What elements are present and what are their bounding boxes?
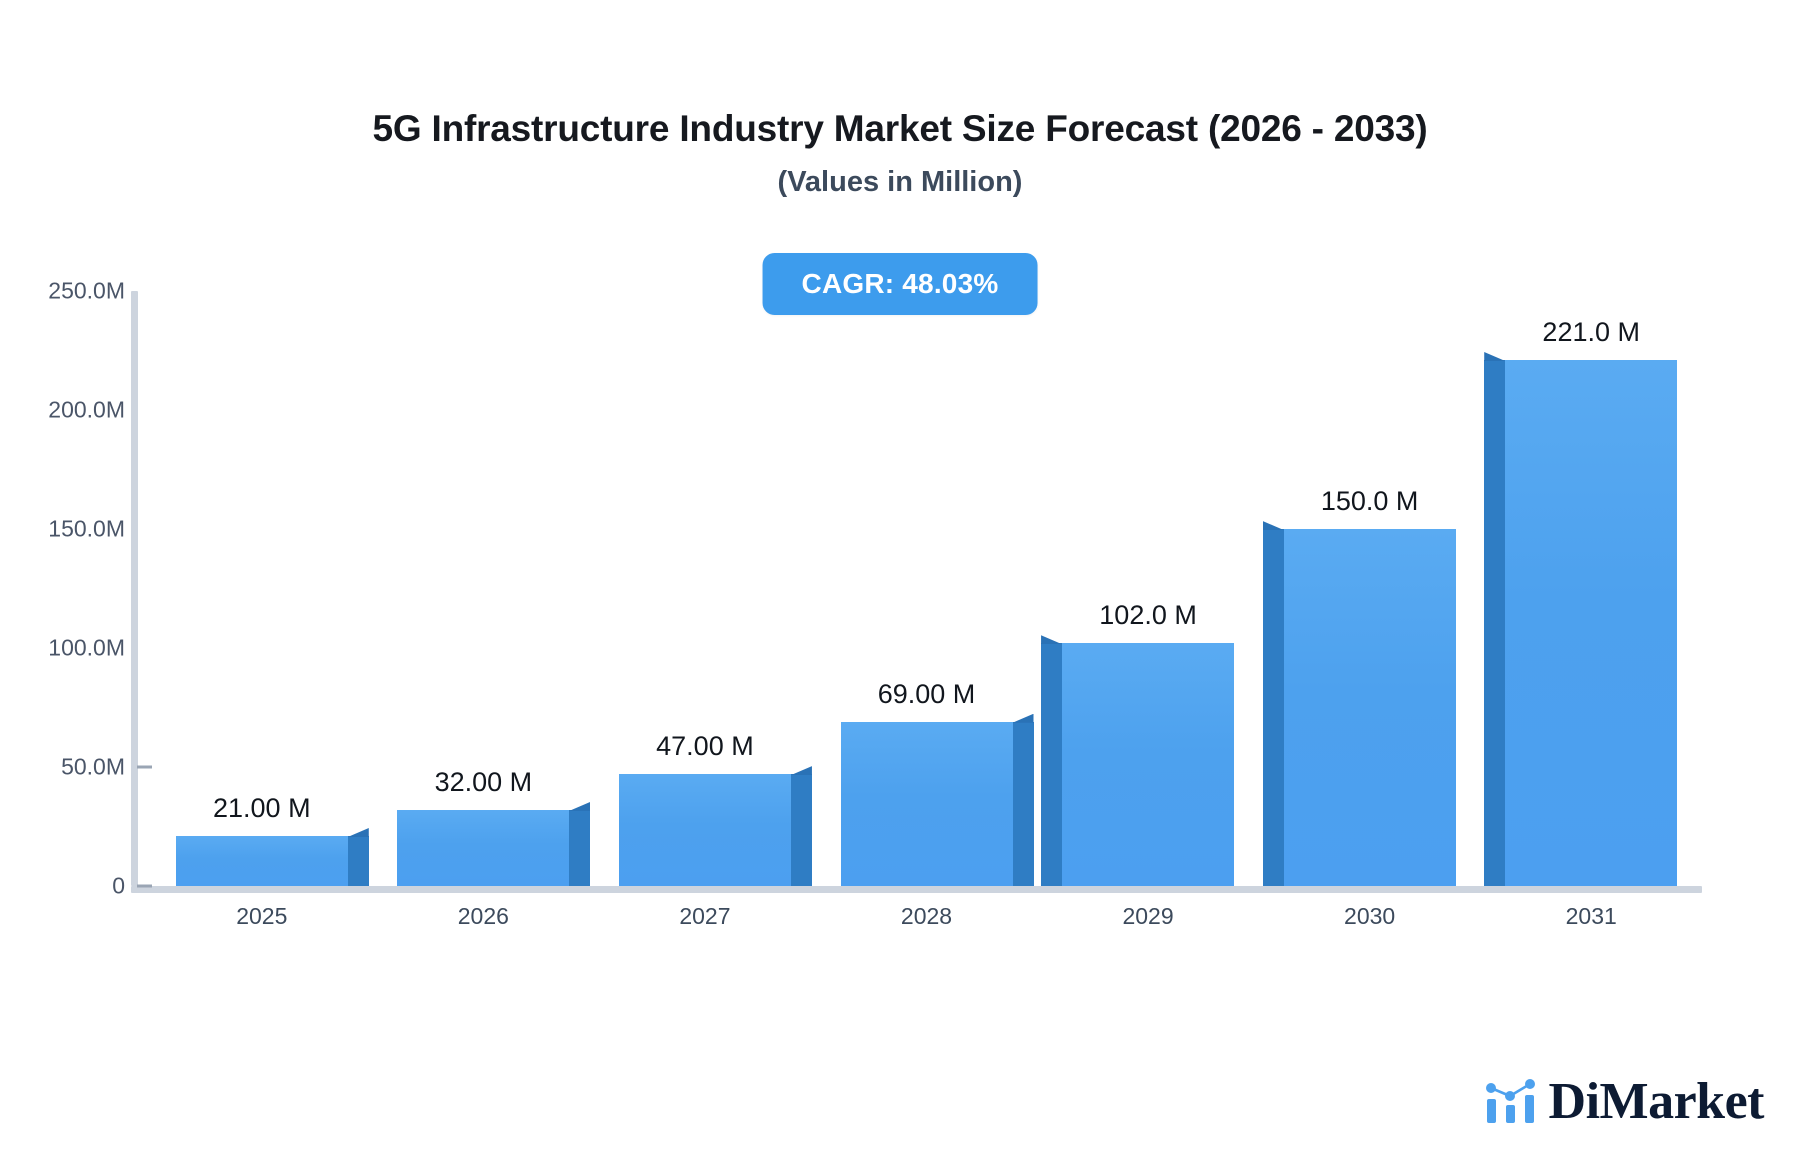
y-axis-labels: 0 50.0M 100.0M 150.0M 200.0M 250.0M: [0, 278, 152, 899]
bar-side-face: [569, 809, 591, 886]
bar-column[interactable]: 47.00 M: [618, 291, 812, 886]
bar[interactable]: [397, 809, 570, 886]
bar-side-face: [790, 774, 812, 886]
bar-value-label: 21.00 M: [213, 793, 311, 824]
bar-column[interactable]: 69.00 M: [840, 291, 1034, 886]
bar-value-label: 69.00 M: [877, 678, 976, 709]
x-axis-tick-label: 2028: [900, 903, 953, 929]
x-axis-tick-label: 2027: [679, 903, 731, 929]
bar[interactable]: [1283, 529, 1456, 886]
bar-side-face: [1012, 721, 1034, 886]
x-axis-tick-label: 2026: [457, 903, 509, 929]
bar-value-label: 102.0 M: [1099, 600, 1197, 631]
y-axis-tick-mark: [137, 884, 152, 888]
y-axis-tick-label: 100.0M: [48, 634, 125, 661]
bar-value-label: 32.00 M: [434, 766, 533, 797]
bar-value-label: 221.0 M: [1542, 317, 1640, 348]
y-axis-tick-label: 0: [112, 872, 125, 899]
bar-side-face: [1484, 360, 1506, 886]
y-axis-tick-label: 150.0M: [48, 515, 125, 542]
x-axis-labels: 2025 2026 2027 2028 2029 2030 2031: [151, 903, 1702, 953]
bar[interactable]: [175, 836, 348, 886]
bar[interactable]: [1505, 360, 1678, 886]
x-axis-tick-label: 2031: [1565, 903, 1617, 929]
bar-chart-logo-icon: [1485, 1079, 1535, 1123]
bar[interactable]: [618, 774, 791, 886]
bar-side-face: [1041, 643, 1063, 886]
y-axis-tick-label: 200.0M: [48, 396, 125, 423]
x-axis-tick-label: 2029: [1122, 903, 1174, 929]
x-axis-tick-label: 2030: [1344, 903, 1396, 929]
bar-column[interactable]: 21.00 M: [175, 291, 369, 886]
y-axis-line: [131, 291, 138, 886]
x-axis-tick-label: 2025: [236, 903, 288, 929]
bar[interactable]: [1062, 643, 1235, 886]
bar-column[interactable]: 221.0 M: [1484, 291, 1678, 886]
brand-logo: DiMarket: [1485, 1073, 1765, 1130]
plot-area: 0 50.0M 100.0M 150.0M 200.0M 250.0M 21.00 M 32…: [48, 278, 1702, 929]
chart-subtitle: (Values in Million): [777, 165, 1023, 198]
y-axis-tick-label: 250.0M: [48, 277, 125, 304]
x-axis-line: [131, 886, 1702, 893]
bar[interactable]: [840, 721, 1013, 886]
bar-column[interactable]: 32.00 M: [397, 291, 591, 886]
bar-value-label: 47.00 M: [656, 731, 754, 762]
bar-side-face: [1262, 529, 1284, 886]
cagr-badge: CAGR: 48.03%: [762, 253, 1038, 315]
brand-name: DiMarket: [1548, 1073, 1765, 1130]
page-title: 5G Infrastructure Industry Market Size F…: [372, 108, 1428, 149]
bar-series: 21.00 M 32.00 M 47.00 M 69.00 M 102.0 M 150.0…: [151, 291, 1702, 886]
title-block: 5G Infrastructure Industry Market Size F…: [0, 108, 1800, 199]
bar-side-face: [347, 836, 369, 886]
y-axis-tick-mark: [137, 765, 152, 769]
bar-column[interactable]: 150.0 M: [1262, 291, 1456, 886]
bar-column[interactable]: 102.0 M: [1041, 291, 1235, 886]
bar-value-label: 150.0 M: [1320, 486, 1419, 516]
y-axis-tick-label: 50.0M: [61, 753, 125, 780]
